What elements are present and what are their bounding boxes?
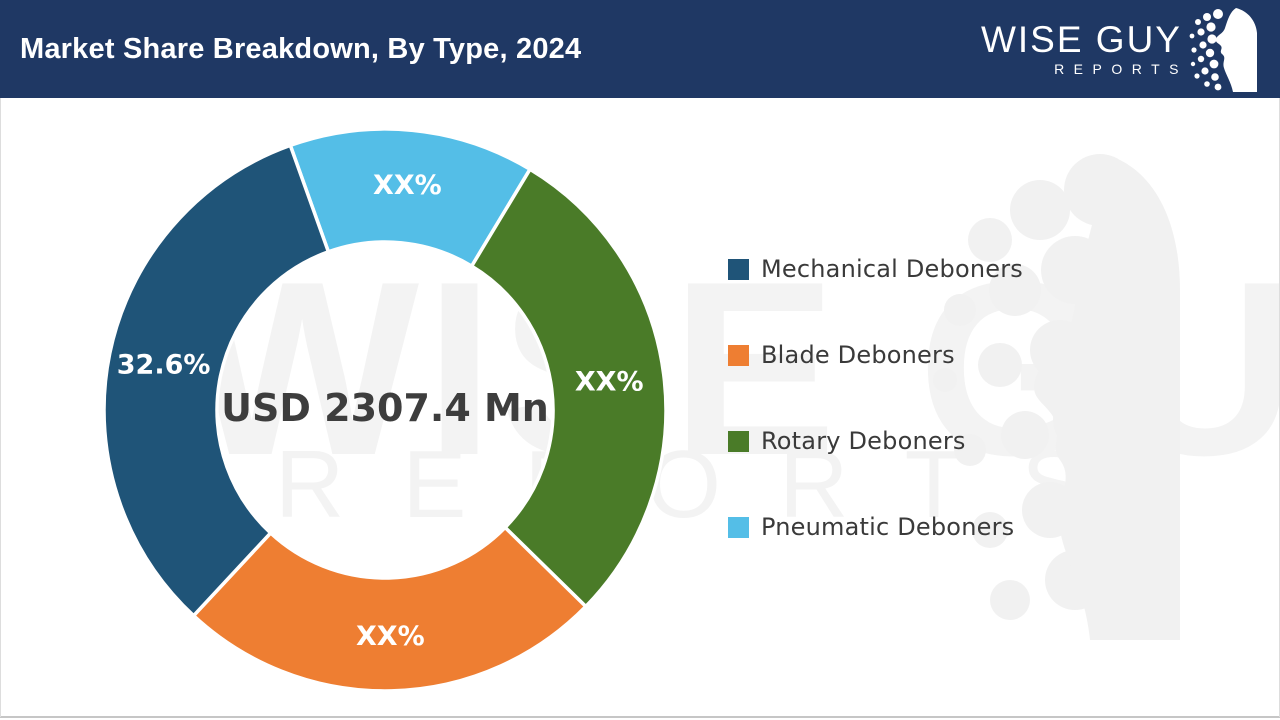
face-logo-icon [1189, 8, 1257, 92]
legend: Mechanical Deboners Blade Deboners Rotar… [728, 255, 1023, 541]
legend-item-pneumatic-deboners: Pneumatic Deboners [728, 513, 1023, 541]
left-divider [0, 98, 1, 717]
center-value-label: USD 2307.4 Mn [221, 386, 549, 430]
donut-svg: USD 2307.4 Mn 32.6% XX% XX% XX% [102, 127, 668, 693]
logo-reports: REPORTS [1054, 61, 1188, 77]
donut-segment-0 [102, 143, 331, 618]
legend-swatch-pneumatic [728, 516, 749, 538]
logo-text: WISE GUY REPORTS [981, 21, 1182, 77]
legend-label: Rotary Deboners [761, 427, 966, 455]
logo-wordmark: WISE GUY [980, 19, 1182, 60]
legend-swatch-blade [728, 344, 749, 366]
donut-segment-2 [469, 167, 668, 609]
legend-item-mechanical-deboners: Mechanical Deboners [728, 255, 1023, 283]
legend-item-rotary-deboners: Rotary Deboners [728, 427, 1023, 455]
donut-segment-1 [191, 525, 588, 693]
legend-label: Mechanical Deboners [761, 255, 1023, 283]
slice-label-0: 32.6% [117, 350, 211, 381]
page-title: Market Share Breakdown, By Type, 2024 [20, 32, 582, 65]
legend-swatch-rotary [728, 430, 749, 452]
wise-guy-logo: WISE GUY REPORTS [981, 6, 1262, 92]
donut-chart: USD 2307.4 Mn 32.6% XX% XX% XX% [65, 90, 705, 720]
legend-swatch-mechanical [728, 258, 749, 280]
slice-label-2: XX% [575, 366, 644, 397]
slice-label-1: XX% [356, 621, 425, 652]
legend-label: Blade Deboners [761, 341, 955, 369]
legend-item-blade-deboners: Blade Deboners [728, 341, 1023, 369]
header: Market Share Breakdown, By Type, 2024 WI… [0, 0, 1280, 98]
bottom-divider [0, 716, 1280, 718]
slice-label-3: XX% [373, 170, 442, 201]
legend-label: Pneumatic Deboners [761, 513, 1015, 541]
